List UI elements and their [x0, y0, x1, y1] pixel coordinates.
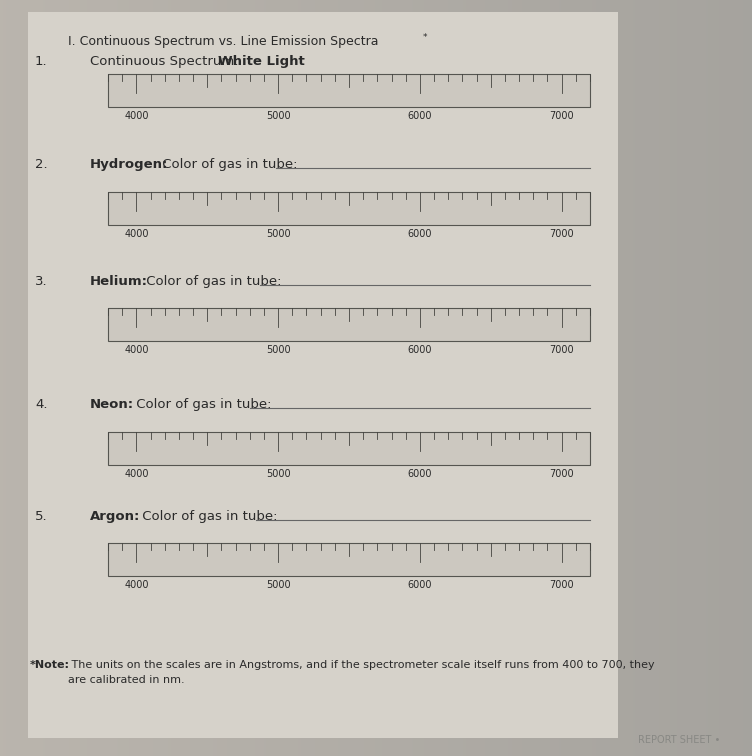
Text: 1.: 1.: [35, 55, 47, 68]
Bar: [108, 543, 590, 576]
Text: Color of gas in tube:: Color of gas in tube:: [132, 398, 276, 411]
Text: 6000: 6000: [408, 229, 432, 239]
Text: 6000: 6000: [408, 345, 432, 355]
Bar: [108, 432, 590, 465]
Text: *Note:: *Note:: [30, 660, 70, 670]
Text: 2.: 2.: [35, 158, 47, 171]
Text: The units on the scales are in Angstroms, and if the spectrometer scale itself r: The units on the scales are in Angstroms…: [68, 660, 655, 685]
Text: White Light: White Light: [218, 55, 305, 68]
Text: 3.: 3.: [35, 275, 47, 288]
Text: Continuous Spectrum:: Continuous Spectrum:: [90, 55, 243, 68]
Text: 5000: 5000: [265, 111, 290, 121]
Text: 4000: 4000: [124, 111, 149, 121]
Text: 4000: 4000: [124, 345, 149, 355]
Text: Color of gas in tube:: Color of gas in tube:: [158, 158, 302, 171]
Text: Hydrogen:: Hydrogen:: [90, 158, 168, 171]
Text: 5000: 5000: [265, 580, 290, 590]
Text: 5000: 5000: [265, 229, 290, 239]
Text: 7000: 7000: [549, 111, 574, 121]
Text: 6000: 6000: [408, 580, 432, 590]
Text: 5.: 5.: [35, 510, 47, 523]
Text: REPORT SHEET •: REPORT SHEET •: [638, 735, 720, 745]
Bar: [108, 192, 590, 225]
Text: 5000: 5000: [265, 469, 290, 479]
Text: 7000: 7000: [549, 345, 574, 355]
Text: Helium:: Helium:: [90, 275, 148, 288]
Text: Neon:: Neon:: [90, 398, 134, 411]
Bar: [28, 12, 618, 738]
Text: Argon:: Argon:: [90, 510, 141, 523]
Text: Color of gas in tube:: Color of gas in tube:: [138, 510, 282, 523]
Text: 6000: 6000: [408, 111, 432, 121]
Bar: [108, 308, 590, 341]
Text: 5000: 5000: [265, 345, 290, 355]
Text: 4000: 4000: [124, 580, 149, 590]
Text: 4000: 4000: [124, 469, 149, 479]
Text: Color of gas in tube:: Color of gas in tube:: [142, 275, 286, 288]
Text: 4.: 4.: [35, 398, 47, 411]
Text: 7000: 7000: [549, 469, 574, 479]
Text: *: *: [423, 33, 427, 42]
Bar: [108, 74, 590, 107]
Text: 7000: 7000: [549, 229, 574, 239]
Text: I. Continuous Spectrum vs. Line Emission Spectra: I. Continuous Spectrum vs. Line Emission…: [68, 35, 378, 48]
Text: 4000: 4000: [124, 229, 149, 239]
Text: 7000: 7000: [549, 580, 574, 590]
Text: 6000: 6000: [408, 469, 432, 479]
